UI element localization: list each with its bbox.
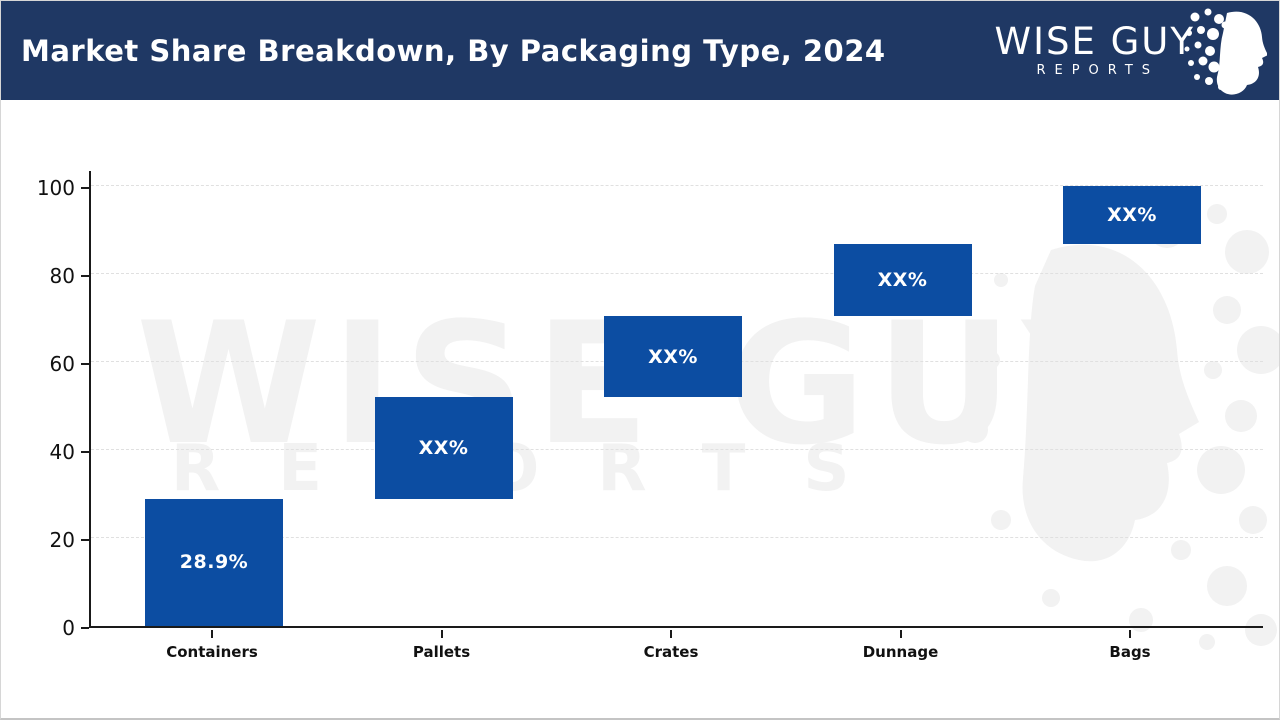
wise-guy-logo: WISE GUY REPORTS: [995, 1, 1267, 100]
x-tick-mark-containers: [211, 630, 213, 638]
y-tick-mark-40: [81, 451, 89, 453]
bar-pallets: XX%: [374, 397, 513, 499]
x-tick-label-dunnage: Dunnage: [862, 643, 939, 661]
bar-bags: XX%: [1063, 186, 1201, 244]
x-tick-label-bags: Bags: [1109, 643, 1151, 661]
y-tick-label-100: 100: [36, 176, 75, 200]
page-title: Market Share Breakdown, By Packaging Typ…: [21, 33, 886, 68]
y-tick-label-20: 20: [49, 528, 75, 552]
logo-subtitle: REPORTS: [1036, 63, 1160, 78]
x-tick-mark-crates: [670, 630, 672, 638]
gridline-y-40: [91, 449, 1263, 450]
x-tick-label-crates: Crates: [643, 643, 699, 661]
y-tick-mark-60: [81, 363, 89, 365]
gridline-y-20: [91, 537, 1263, 538]
x-tick-mark-bags: [1129, 630, 1131, 638]
x-tick-mark-pallets: [440, 630, 443, 638]
gridline-y-80: [91, 273, 1263, 274]
bar-value-label: XX%: [418, 437, 469, 460]
header: Market Share Breakdown, By Packaging Typ…: [1, 1, 1279, 100]
x-tick-mark-dunnage: [899, 630, 902, 638]
bar-containers: 28.9%: [145, 498, 283, 626]
x-tick-label-pallets: Pallets: [412, 643, 471, 661]
gridline-y-100: [91, 185, 1263, 186]
y-tick-mark-100: [81, 187, 89, 189]
logo-face-icon: [1184, 8, 1267, 95]
bar-value-label: 28.9%: [179, 551, 249, 574]
x-tick-label-containers: Containers: [166, 643, 258, 661]
y-tick-label-60: 60: [49, 352, 75, 376]
y-tick-mark-80: [81, 275, 89, 277]
y-tick-label-0: 0: [62, 616, 75, 640]
bar-value-label: XX%: [648, 345, 698, 368]
logo-text: WISE GUY REPORTS: [995, 23, 1195, 78]
y-tick-mark-0: [81, 627, 89, 629]
bar-value-label: XX%: [1107, 203, 1157, 226]
logo-wordmark: WISE GUY: [994, 20, 1195, 63]
y-tick-label-40: 40: [49, 440, 75, 464]
bar-dunnage: XX%: [833, 243, 972, 317]
y-tick-mark-20: [81, 539, 89, 541]
plot-area: 28.9% XX% XX% XX% XX%: [89, 171, 1263, 628]
bar-crates: XX%: [604, 316, 742, 398]
bar-value-label: XX%: [877, 268, 928, 291]
y-tick-label-80: 80: [49, 264, 75, 288]
chart-area: WISE GUY REPORTS 28.9% XX% XX% XX% XX% 0 20 40…: [1, 100, 1279, 718]
